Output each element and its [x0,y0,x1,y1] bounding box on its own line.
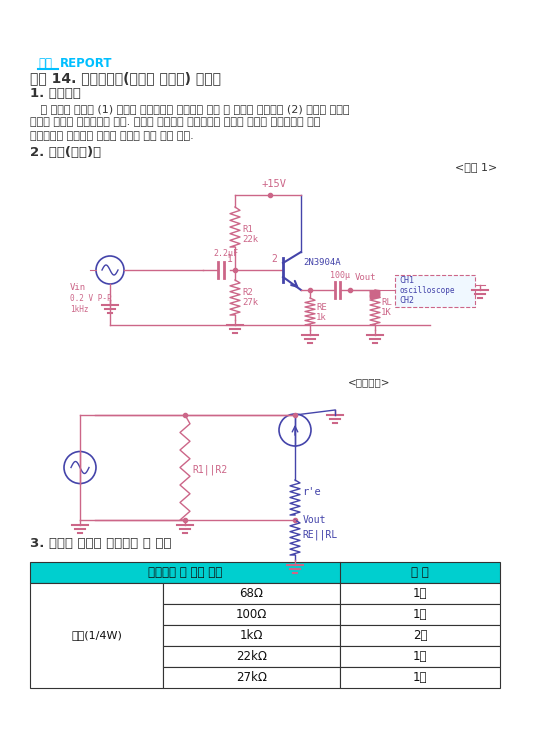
Bar [340,604,500,625]
Text: 2N3904A: 2N3904A [303,258,341,267]
Text: 소요부품 및 장비 이름: 소요부품 및 장비 이름 [148,566,222,579]
Text: 22k: 22k [242,235,258,244]
Bar [163,604,340,625]
Text: 0.2 V P-P: 0.2 V P-P [70,294,111,303]
Text: 1K: 1K [381,308,392,317]
Text: R1||R2: R1||R2 [192,464,227,475]
Bar [340,583,500,604]
Text: 1개: 1개 [413,671,427,684]
Text: oscilloscope: oscilloscope [399,286,455,295]
Text: r'e: r'e [302,487,321,497]
Bar [340,646,500,667]
Bar [163,667,340,688]
Text: 1개: 1개 [413,650,427,663]
Bar [163,646,340,667]
Text: 1. 실험목적: 1. 실험목적 [30,87,81,100]
Text: 1: 1 [227,254,233,264]
Text: 100Ω: 100Ω [236,608,267,621]
Text: 갯 수: 갯 수 [411,566,429,579]
Text: 22kΩ: 22kΩ [236,650,267,663]
Text: +15V: +15V [262,179,287,189]
Text: 공동컬렉터 증폭기의 특성을 조사해 보는 것에 있다.: 공동컬렉터 증폭기의 특성을 조사해 보는 것에 있다. [30,131,194,141]
Text: 저항(1/4W): 저항(1/4W) [71,630,122,640]
Text: 2.2μF: 2.2μF [213,249,238,258]
Text: <등가회로>: <등가회로> [348,377,390,387]
Text: 2. 배선(회로)도: 2. 배선(회로)도 [30,146,101,159]
Text: 1개: 1개 [413,587,427,600]
Text: <그림 1>: <그림 1> [455,162,497,172]
Bar [30,562,500,583]
Text: 100μ: 100μ [330,271,350,280]
Text: RE: RE [316,303,327,312]
Text: 2: 2 [271,254,277,264]
Text: REPORT: REPORT [60,57,112,70]
Text: Vin: Vin [70,283,86,292]
Text: 27kΩ: 27kΩ [236,671,267,684]
Text: CH1: CH1 [399,276,414,285]
Bar [340,625,500,646]
Text: 1개: 1개 [413,608,427,621]
Text: R1: R1 [242,225,253,234]
Text: 1k: 1k [316,313,327,322]
Text: RE||RL: RE||RL [302,530,337,541]
Text: 1kΩ: 1kΩ [240,629,263,642]
Bar [395,275,475,307]
Text: Vout: Vout [303,515,327,525]
Text: 68Ω: 68Ω [239,587,263,600]
Text: Vout: Vout [355,273,376,282]
Text: 3. 실험에 사용된 소요부품 및 장비: 3. 실험에 사용된 소요부품 및 장비 [30,537,172,550]
Text: 1kHz: 1kHz [70,305,88,314]
Text: 영향을 주는지 알아보는데 있다. 그리고 베이스에 입력신호를 가하고 출력은 이미터에서 얻는: 영향을 주는지 알아보는데 있다. 그리고 베이스에 입력신호를 가하고 출력은… [30,118,320,127]
Text: R2: R2 [242,288,253,297]
Text: 2개: 2개 [413,629,427,642]
Bar [163,625,340,646]
Text: 실험 14. 공동컬렉터(이미터 폴로어) 증폭기: 실험 14. 공동컬렉터(이미터 폴로어) 증폭기 [30,71,221,85]
Bar [340,667,500,688]
Text: 이 실험의 목적은 (1) 소신호 공동컬렉터 증폭기의 특성 및 동작을 살펴보고 (2) 무엇이 이득에: 이 실험의 목적은 (1) 소신호 공동컬렉터 증폭기의 특성 및 동작을 살펴… [30,104,350,114]
Text: 27k: 27k [242,298,258,307]
Text: CH2: CH2 [399,296,414,305]
Text: 결과: 결과 [38,57,52,70]
Bar [163,583,340,604]
Text: RL: RL [381,298,392,307]
Bar [30,583,163,688]
